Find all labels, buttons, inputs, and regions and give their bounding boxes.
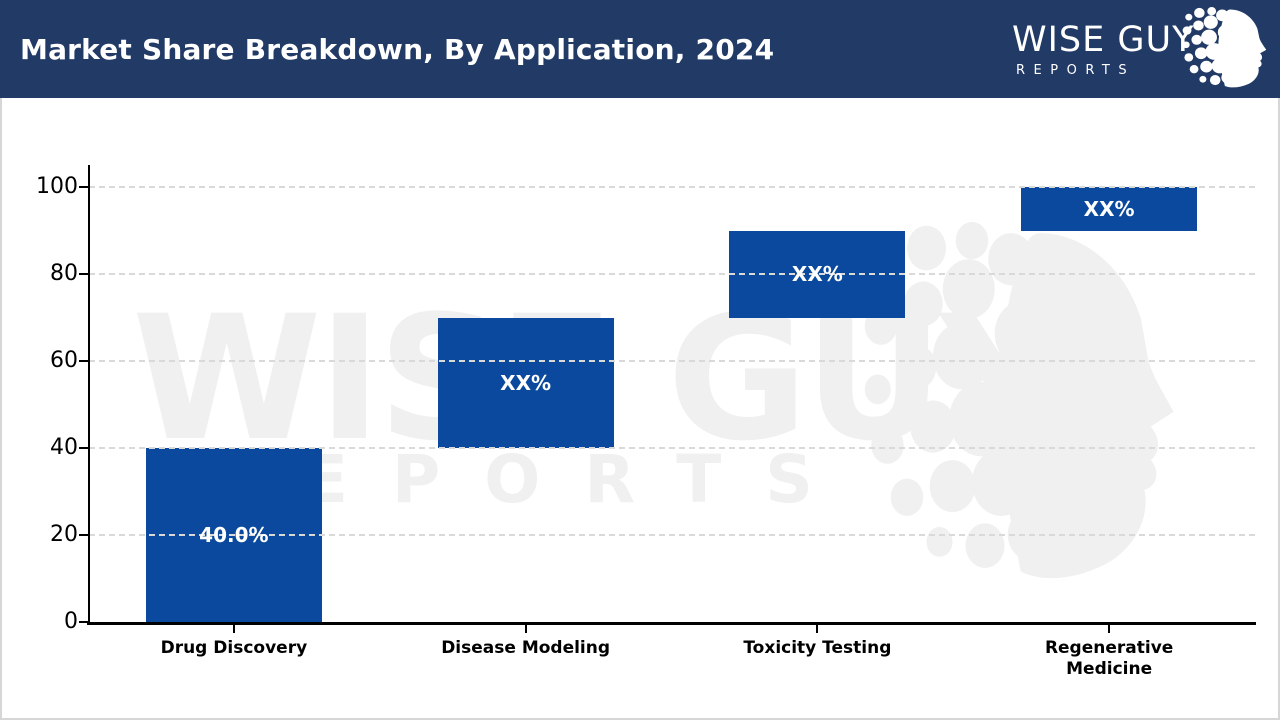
x-category-label: Drug Discovery xyxy=(160,638,308,658)
y-tick-label: 80 xyxy=(50,261,78,286)
header-bar: Market Share Breakdown, By Application, … xyxy=(0,0,1280,98)
x-tick-mark xyxy=(1108,625,1111,633)
x-category-label: Disease Modeling xyxy=(441,638,611,658)
x-category-label: Toxicity Testing xyxy=(743,638,892,658)
bar-value-label: 40.0% xyxy=(199,523,269,547)
x-tick-mark xyxy=(816,625,819,633)
y-tick-mark xyxy=(79,447,88,449)
y-tick-mark xyxy=(79,534,88,536)
bar-value-label: XX% xyxy=(1083,196,1135,221)
gridline xyxy=(89,273,1255,275)
bar xyxy=(437,317,614,448)
y-axis-line xyxy=(88,165,90,625)
y-tick-label: 100 xyxy=(36,174,78,199)
page-border-left xyxy=(0,98,2,720)
x-category-label: Regenerative Medicine xyxy=(1044,638,1174,679)
bar-value-label: XX% xyxy=(791,262,843,286)
gridline xyxy=(89,360,1255,362)
y-tick-label: 20 xyxy=(50,522,78,547)
logo-subtitle: REPORTS xyxy=(1016,63,1136,78)
y-tick-label: 40 xyxy=(50,435,78,460)
gridline xyxy=(89,186,1255,188)
logo-face-icon xyxy=(1182,7,1267,88)
bar-value-label: XX% xyxy=(500,370,552,395)
page-border-right xyxy=(1278,98,1280,720)
y-tick-mark xyxy=(79,186,88,188)
y-tick-mark xyxy=(79,621,88,623)
wiseguy-logo: WISE GUY REPORTS xyxy=(1012,7,1268,93)
y-tick-mark xyxy=(79,360,88,362)
logo-wordmark: WISE GUY xyxy=(1012,20,1195,60)
y-tick-label: 60 xyxy=(50,348,78,373)
y-tick-mark xyxy=(79,273,88,275)
gridline xyxy=(89,447,1255,449)
x-axis-line xyxy=(87,622,1256,625)
gridline xyxy=(89,534,1255,536)
page-border-bottom xyxy=(0,718,1280,720)
bar xyxy=(1021,187,1198,231)
y-tick-label: 0 xyxy=(64,609,78,634)
x-tick-mark xyxy=(232,625,235,633)
x-tick-mark xyxy=(524,625,527,633)
page-title: Market Share Breakdown, By Application, … xyxy=(20,32,775,66)
